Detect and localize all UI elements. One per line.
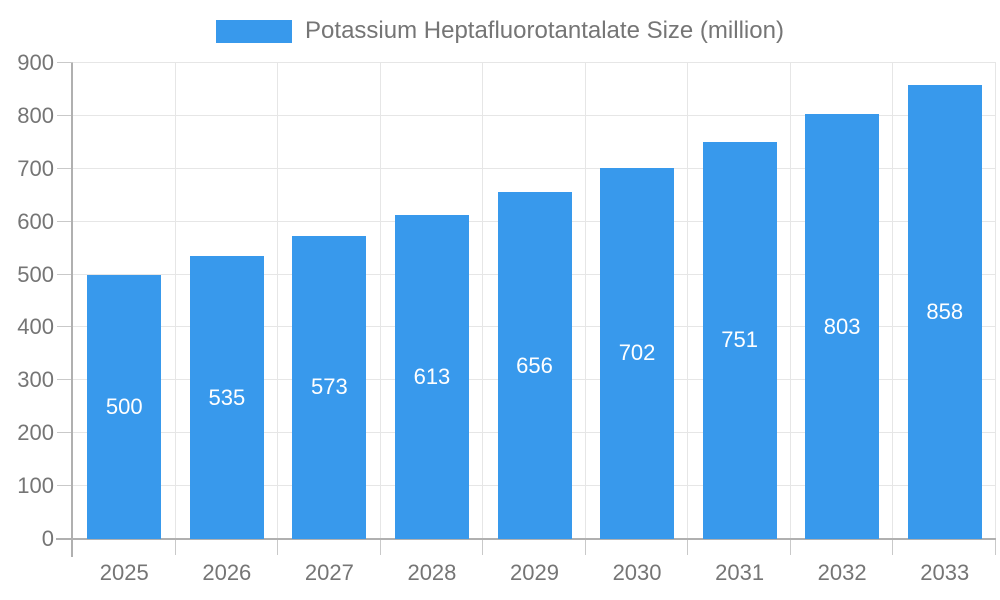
y-axis-tick — [57, 485, 73, 487]
bar-value-label: 500 — [105, 393, 143, 419]
y-axis-tick — [57, 114, 73, 116]
v-gridline — [687, 63, 689, 539]
x-axis-tick — [174, 539, 176, 555]
v-gridline — [379, 63, 381, 539]
chart-legend[interactable]: Potassium Heptafluorotantalate Size (mil… — [0, 18, 1000, 44]
y-tick-label: 700 — [17, 155, 54, 181]
bar[interactable]: 656 — [497, 192, 572, 539]
y-tick-label: 500 — [17, 261, 54, 287]
y-axis-tick — [57, 167, 73, 169]
y-axis-tick — [57, 273, 73, 275]
bar-value-label: 858 — [926, 299, 964, 325]
x-tick-label: 2030 — [612, 560, 662, 585]
bar-value-label: 656 — [516, 352, 553, 378]
bar-value-label: 535 — [208, 384, 246, 410]
v-gridline — [995, 63, 996, 539]
x-axis-tick — [687, 539, 689, 555]
y-tick-label: 200 — [17, 420, 54, 446]
bar-value-label: 751 — [721, 327, 758, 353]
v-gridline — [277, 63, 279, 539]
y-tick-label: 100 — [17, 473, 54, 499]
x-tick-label: 2033 — [920, 560, 970, 585]
x-tick-label: 2028 — [407, 560, 457, 585]
v-gridline — [789, 63, 791, 539]
v-gridline — [892, 63, 894, 539]
legend-swatch-icon — [216, 19, 293, 43]
y-axis-line — [71, 63, 73, 557]
bar-value-label: 613 — [413, 363, 451, 389]
bar-value-label: 803 — [823, 313, 861, 339]
v-gridline — [482, 63, 484, 539]
x-axis-tick — [379, 539, 381, 555]
x-axis-tick — [995, 539, 996, 555]
x-axis-tick — [892, 539, 894, 555]
bar[interactable]: 500 — [87, 274, 162, 539]
x-tick-label: 2032 — [817, 560, 867, 585]
bar[interactable]: 573 — [292, 235, 367, 539]
y-tick-label: 0 — [41, 526, 54, 551]
bar-value-label: 702 — [618, 340, 656, 366]
x-axis-tick — [482, 539, 484, 555]
x-tick-label: 2025 — [99, 560, 149, 585]
legend-label: Potassium Heptafluorotantalate Size (mil… — [305, 17, 784, 44]
x-axis-tick — [584, 539, 586, 555]
y-tick-label: 300 — [17, 367, 54, 393]
bar[interactable]: 535 — [189, 256, 264, 539]
y-tick-label: 400 — [17, 314, 54, 340]
bar[interactable]: 803 — [805, 114, 880, 539]
y-tick-label: 800 — [17, 102, 54, 128]
bar[interactable]: 613 — [394, 214, 469, 539]
x-axis-tick — [789, 539, 791, 555]
y-axis-tick — [57, 220, 73, 222]
x-axis-line — [56, 538, 996, 540]
y-tick-label: 600 — [17, 208, 54, 234]
x-tick-label: 2027 — [304, 560, 354, 585]
h-gridline — [73, 167, 996, 169]
v-gridline — [584, 63, 586, 539]
x-tick-label: 2031 — [715, 560, 765, 585]
y-axis-tick — [57, 379, 73, 381]
h-gridline — [73, 114, 996, 116]
y-axis-tick — [57, 62, 73, 63]
x-tick-label: 2029 — [510, 560, 559, 585]
bar[interactable]: 858 — [907, 85, 982, 539]
bar[interactable]: 702 — [600, 167, 675, 539]
x-axis-tick — [277, 539, 279, 555]
h-gridline — [73, 62, 996, 63]
bar[interactable]: 751 — [702, 141, 777, 539]
x-tick-label: 2026 — [202, 560, 252, 585]
y-axis-tick — [57, 432, 73, 434]
y-axis-tick — [57, 326, 73, 328]
bar-value-label: 573 — [311, 374, 348, 400]
y-tick-label: 900 — [17, 50, 54, 75]
v-gridline — [174, 63, 176, 539]
